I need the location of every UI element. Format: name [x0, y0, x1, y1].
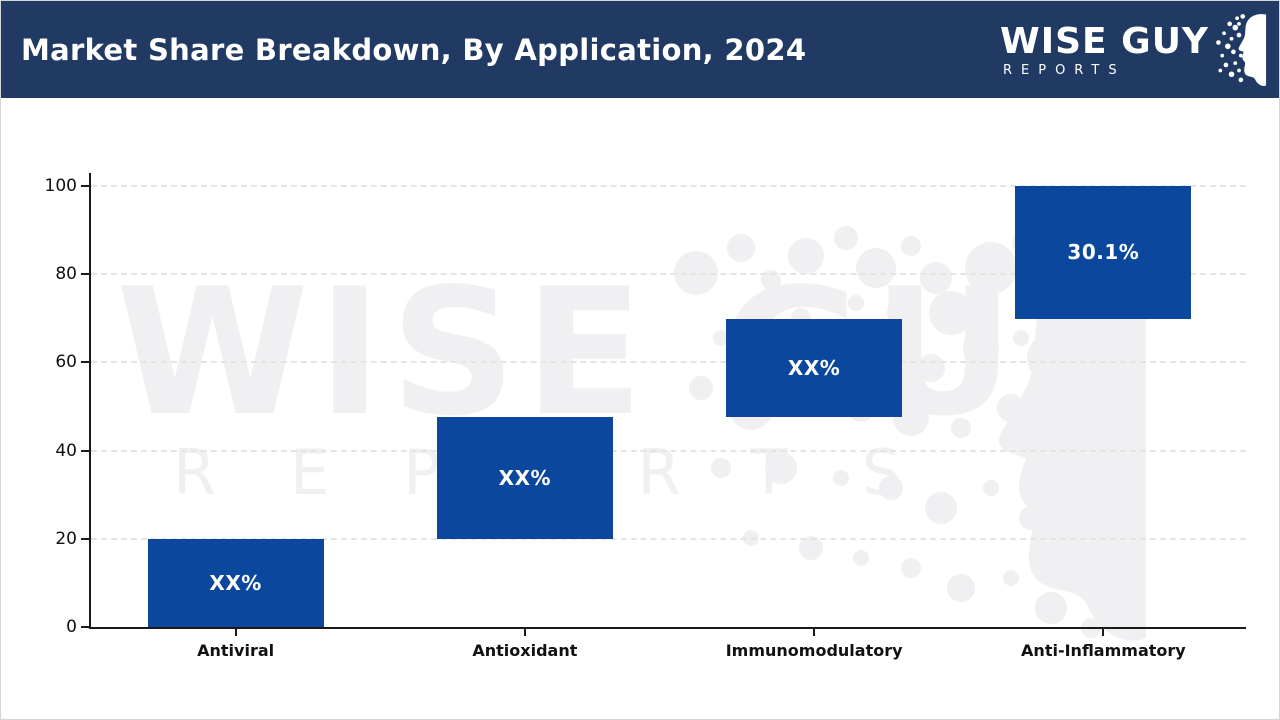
y-tick-mark: [81, 537, 89, 540]
y-tick-mark: [81, 185, 89, 187]
x-tick-mark: [813, 629, 816, 636]
gridline: [91, 361, 1246, 364]
logo-subtext: REPORTS: [1002, 62, 1126, 78]
page-title: Market Share Breakdown, By Application, …: [21, 32, 807, 67]
gridline: [91, 449, 1246, 452]
brand-logo: WISE GUY REPORTS: [1000, 7, 1267, 93]
x-tick-mark: [1102, 629, 1105, 636]
bar-value-label: 30.1%: [1067, 240, 1140, 265]
x-category-label: Anti-Inflammatory: [1021, 641, 1186, 660]
bar-segment: XX%: [147, 538, 324, 627]
bar-value-label: XX%: [498, 465, 552, 490]
y-tick-mark: [81, 273, 89, 276]
x-tick-mark: [523, 629, 526, 636]
x-category-label: Immunomodulatory: [725, 641, 903, 660]
x-category-label: Antioxidant: [472, 641, 578, 660]
y-tick-mark: [81, 361, 89, 364]
x-tick-mark: [234, 629, 237, 636]
gridline: [91, 185, 1246, 187]
logo-wordmark: WISE GUY: [999, 20, 1209, 62]
header-bar: Market Share Breakdown, By Application, …: [1, 1, 1279, 98]
x-category-label: Antiviral: [197, 641, 275, 660]
bar-segment: 30.1%: [1015, 186, 1192, 319]
gridline: [91, 537, 1246, 540]
y-tick-label: 80: [55, 264, 77, 285]
bar-value-label: XX%: [209, 570, 262, 595]
y-tick-label: 20: [55, 528, 77, 549]
gridline: [91, 273, 1246, 276]
bar-segment: XX%: [726, 318, 903, 417]
bar-value-label: XX%: [787, 355, 841, 380]
chart-area: WISE GU REPORTS: [1, 98, 1279, 719]
y-tick-label: 40: [55, 440, 77, 461]
logo-face-icon: [1216, 14, 1267, 86]
y-tick-label: 60: [55, 352, 77, 373]
y-tick-label: 100: [44, 176, 77, 196]
bar-segment: XX%: [436, 416, 613, 539]
logo-text: WISE GUY REPORTS: [999, 20, 1209, 78]
y-tick-mark: [81, 626, 89, 628]
y-tick-label: 0: [66, 617, 77, 637]
y-tick-mark: [81, 449, 89, 452]
plot-area: 0 20 40 60 80 100 XX% Antiviral XX% Antioxidant XX…: [45, 173, 1246, 660]
